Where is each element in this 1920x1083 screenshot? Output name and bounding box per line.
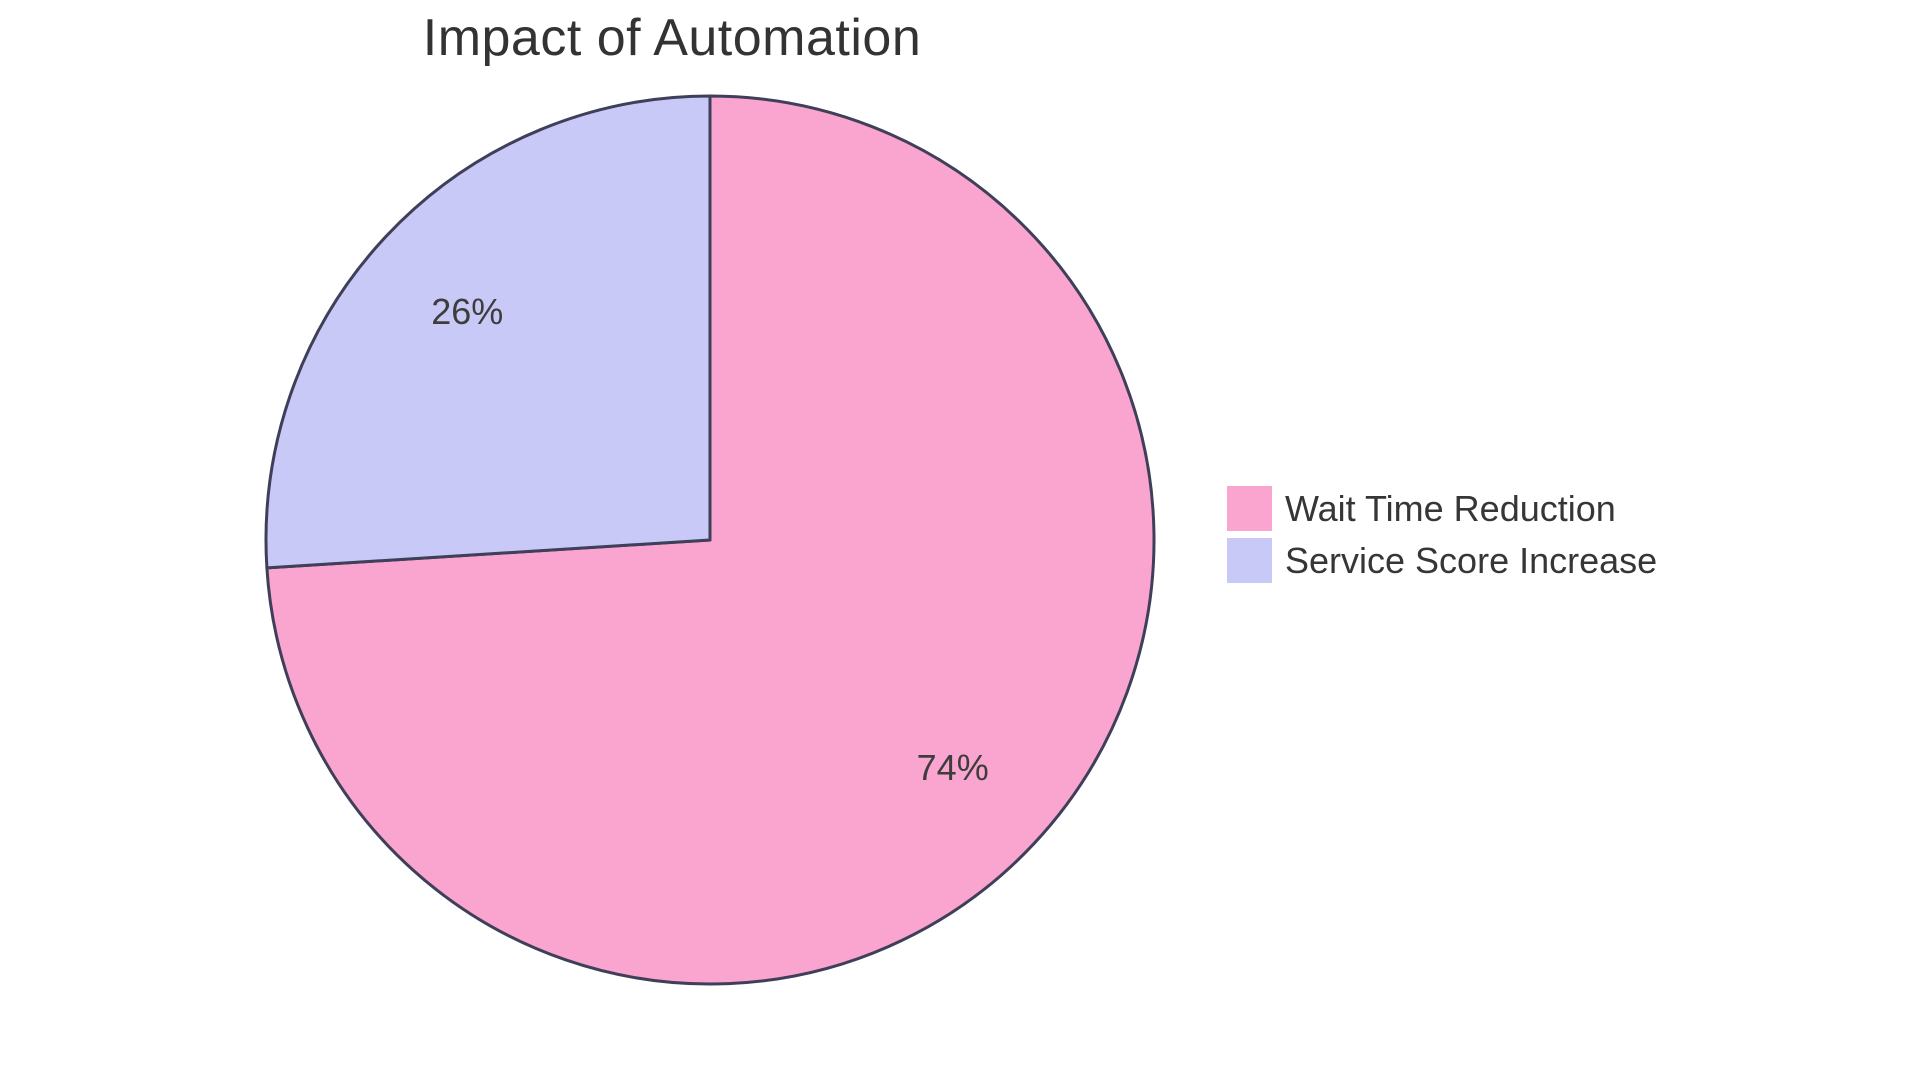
- legend-swatch[interactable]: [1227, 486, 1272, 531]
- slice-percent-label: 26%: [431, 291, 503, 332]
- slice-percent-label: 74%: [917, 747, 989, 788]
- pie-slice-service-score-increase[interactable]: [264, 94, 712, 570]
- legend-swatch[interactable]: [1227, 538, 1272, 583]
- chart-title: Impact of Automation: [422, 9, 922, 67]
- legend-label: Service Score Increase: [1285, 539, 1658, 581]
- legend-item-wait-time-reduction[interactable]: Wait Time Reduction: [1227, 486, 1657, 531]
- legend-label: Wait Time Reduction: [1285, 487, 1616, 529]
- legend: Wait Time Reduction Service Score Increa…: [1227, 486, 1657, 583]
- legend-item-service-score-increase[interactable]: Service Score Increase: [1227, 538, 1657, 583]
